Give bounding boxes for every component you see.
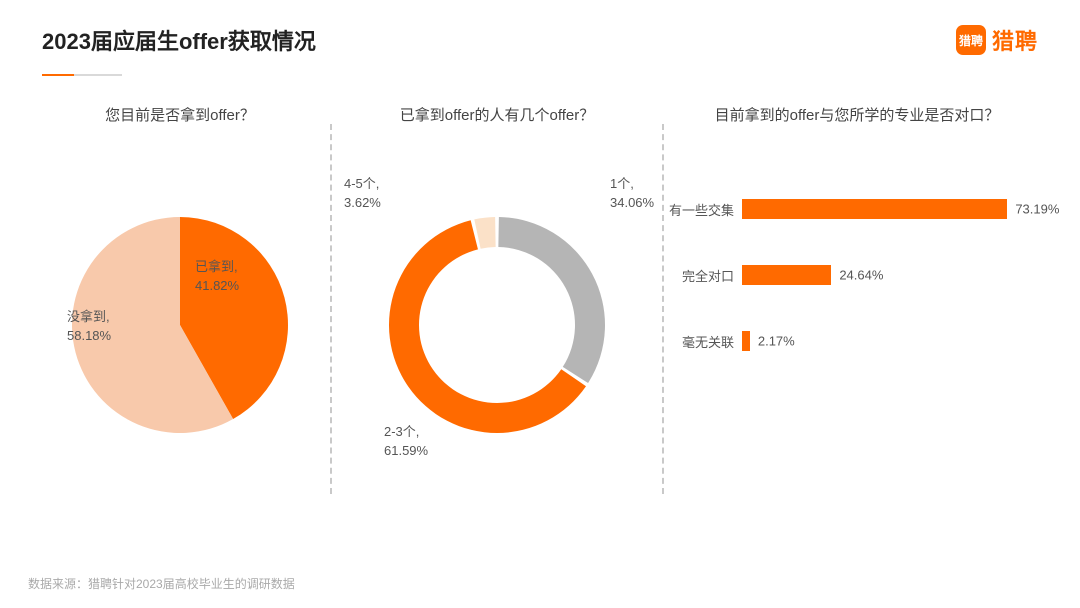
bar-track: 24.64% (742, 265, 1032, 285)
bar-category: 有一些交集 (664, 200, 742, 219)
pie-label-0: 已拿到,41.82% (195, 258, 239, 296)
bar-value: 73.19% (1015, 202, 1059, 217)
bar-row-0: 有一些交集73.19% (664, 199, 1032, 219)
bar-fill: 73.19% (742, 199, 1007, 219)
bar-value: 24.64% (839, 268, 883, 283)
bar-track: 2.17% (742, 331, 1032, 351)
bar-value: 2.17% (758, 334, 795, 349)
data-source-footer: 数据来源：猎聘针对2023届高校毕业生的调研数据 (28, 575, 295, 592)
donut-slice-2 (474, 217, 495, 249)
donut-label-1: 2-3个,61.59% (384, 423, 428, 461)
donut-slice-0 (498, 217, 605, 383)
donut-label-2: 4-5个,3.62% (344, 175, 381, 213)
panel-offer-count: 已拿到offer的人有几个offer？ 1个,34.06% 2-3个,61.59%… (332, 104, 662, 516)
donut-label-0: 1个,34.06% (610, 175, 654, 213)
bar-row-1: 完全对口24.64% (664, 265, 1032, 285)
bar-fill: 2.17% (742, 331, 750, 351)
bar-row-2: 毫无关联2.17% (664, 331, 1032, 351)
pie-label-1: 没拿到,58.18% (67, 308, 111, 346)
chart1-title: 您目前是否拿到offer？ (105, 104, 255, 125)
chart2-title: 已拿到offer的人有几个offer？ (400, 104, 595, 125)
panel-offer-received: 您目前是否拿到offer？ 已拿到,41.82% 没拿到,58.18% (30, 104, 330, 516)
brand-logo-icon: 猎聘 (956, 25, 986, 55)
chart3-title: 目前拿到的offer与您所学的专业是否对口？ (715, 104, 1000, 125)
panel-major-match: 目前拿到的offer与您所学的专业是否对口？ 有一些交集73.19%完全对口24… (664, 104, 1050, 516)
chart3-area: 有一些交集73.19%完全对口24.64%毫无关联2.17% (664, 143, 1050, 397)
bar-category: 毫无关联 (664, 332, 742, 351)
chart2-area: 1个,34.06% 2-3个,61.59% 4-5个,3.62% (332, 143, 662, 516)
chart2-svg (332, 165, 662, 495)
chart1-area: 已拿到,41.82% 没拿到,58.18% (30, 143, 330, 516)
bar-category: 完全对口 (664, 266, 742, 285)
brand-logo-text: 猎聘 (992, 24, 1038, 56)
bar-track: 73.19% (742, 199, 1032, 219)
page-title: 2023届应届生offer获取情况 (42, 24, 316, 56)
bar-fill: 24.64% (742, 265, 831, 285)
brand-logo: 猎聘 猎聘 (956, 24, 1038, 56)
